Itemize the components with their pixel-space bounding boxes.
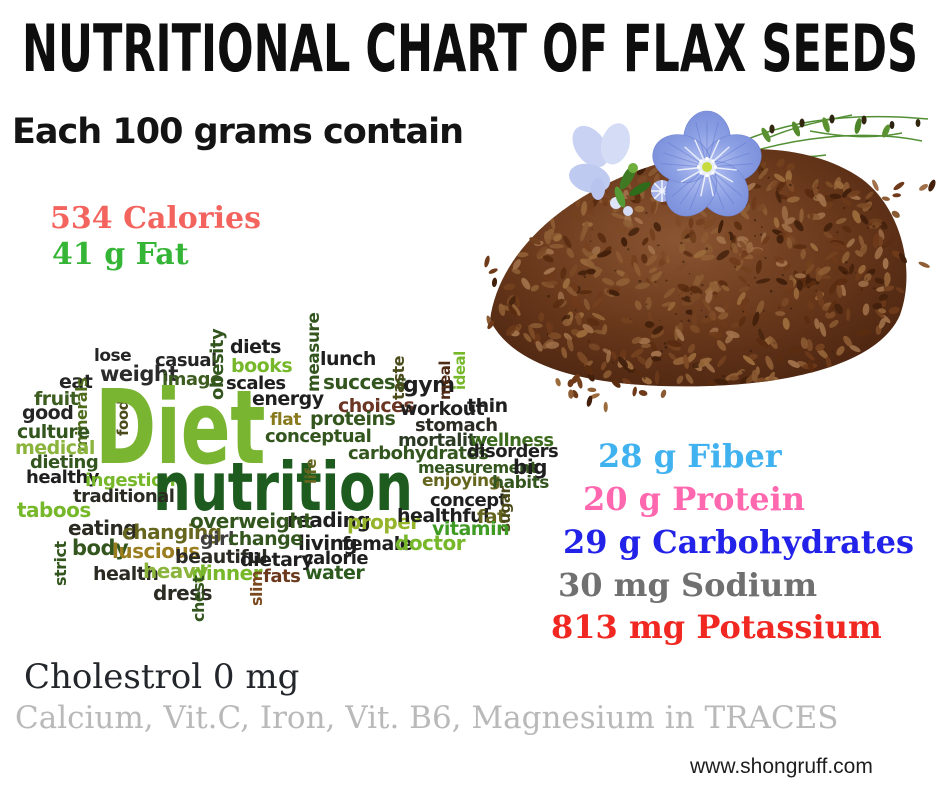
stat-potassium: 813 mg Potassium: [551, 608, 882, 646]
cloud-word: girl: [200, 528, 235, 550]
cloud-word: culture: [17, 421, 90, 443]
website-watermark: www.shongruff.com: [690, 755, 873, 778]
flax-leaves-and-pods: [761, 114, 921, 143]
cloud-word: change: [228, 528, 303, 550]
cloud-word: enjoying: [422, 471, 501, 491]
flax-seeds-photo: [484, 110, 936, 413]
cloud-word: healthful: [397, 505, 490, 527]
cloud-word: wellness: [470, 430, 554, 451]
stat-calories: 534 Calories: [50, 201, 261, 236]
cloud-word: workout: [400, 398, 485, 420]
stat-protein: 20 g Protein: [583, 480, 806, 518]
page-title: NUTRITIONAL CHART OF FLAX SEEDS: [22, 10, 918, 86]
cloud-word: diets: [230, 336, 281, 358]
cloud-word: concept: [430, 490, 507, 511]
cloud-word: living: [298, 531, 358, 555]
cloud-word: flat: [270, 410, 301, 430]
cloud-word: dress: [153, 581, 213, 605]
cloud-word: dietary: [240, 549, 314, 571]
cloud-word: energy: [252, 388, 324, 410]
cloud-word: eating: [68, 516, 138, 540]
cloud-word: reading: [287, 508, 371, 532]
cloud-word: eat: [59, 371, 93, 393]
stat-carbohydrates: 29 g Carbohydrates: [563, 523, 914, 561]
subtitle: Each 100 grams contain: [12, 112, 464, 152]
cloud-word: ideal: [451, 351, 469, 390]
cloud-word: fat: [477, 506, 506, 528]
cloud-word: image: [162, 369, 222, 390]
flax-flower-main: [652, 110, 762, 217]
cloud-word: beautiful: [175, 546, 268, 568]
cloud-word: weight: [100, 362, 178, 386]
cloud-word: ingestion: [85, 470, 176, 491]
cloud-word: success: [323, 370, 407, 394]
title-banner: NUTRITIONAL CHART OF FLAX SEEDS: [0, 6, 940, 90]
cloud-word: doctor: [395, 531, 466, 555]
cloud-word: chest: [189, 575, 208, 622]
cloud-word: casual: [155, 350, 217, 371]
flower-greens: [614, 163, 651, 208]
cloud-word: body: [72, 536, 129, 560]
cloud-word: habits: [492, 473, 549, 493]
cloud-word: Diet: [95, 369, 266, 488]
cloud-word: fats: [263, 566, 301, 587]
cloud-word: heavy: [143, 559, 208, 583]
cloud-word: luscious: [112, 539, 200, 563]
cloud-word: measure: [304, 312, 324, 392]
cloud-word: healthy: [26, 467, 100, 488]
cloud-word: female: [342, 533, 413, 555]
cloud-word: lose: [94, 346, 132, 366]
cloud-word: nutrition: [153, 449, 413, 527]
cloud-word: big: [513, 455, 548, 479]
cloud-word: mortality: [398, 430, 487, 451]
cloud-word: overweight: [190, 509, 313, 533]
cloud-word: medical: [15, 437, 95, 459]
scattered-seeds: [484, 179, 936, 413]
cloud-word: proteins: [310, 408, 396, 430]
cloud-word: health: [93, 563, 159, 585]
title-svg: NUTRITIONAL CHART OF FLAX SEEDS: [22, 10, 918, 86]
stat-fiber: 28 g Fiber: [598, 437, 782, 475]
stat-fat: 41 g Fat: [52, 237, 189, 272]
cloud-word: calorie: [303, 548, 369, 569]
cloud-word: water: [305, 562, 365, 584]
stat-cholesterol: Cholestrol 0 mg: [24, 657, 300, 697]
cloud-word: gym: [403, 373, 455, 398]
stat-sodium: 30 mg Sodium: [558, 566, 818, 604]
trace-minerals-line: Calcium, Vit.C, Iron, Vit. B6, Magnesium…: [15, 700, 839, 736]
cloud-word: thin: [467, 395, 508, 417]
cloud-word: proper: [347, 510, 420, 534]
cloud-word: vitamin: [432, 518, 510, 540]
cloud-word: fruit: [34, 388, 79, 410]
cloud-word: choices: [338, 395, 415, 417]
cloud-word: conceptual: [265, 426, 372, 447]
cloud-word: dieting: [30, 452, 99, 473]
cloud-word: taboos: [17, 498, 91, 522]
cloud-word: carbohydrates: [348, 443, 489, 464]
cloud-word: dinner: [192, 561, 263, 585]
flax-flower-secondary: [569, 123, 633, 216]
cloud-word: disorders: [467, 441, 559, 462]
cloud-word: books: [231, 355, 293, 377]
cloud-word: lunch: [320, 348, 376, 370]
cloud-word: scales: [226, 373, 286, 394]
diet-nutrition-word-cloud: lose weight casual image obesity diets books sc…: [12, 313, 564, 628]
cloud-word: measurement: [418, 458, 538, 477]
cloud-word: life: [302, 459, 320, 484]
cloud-word: strict: [51, 541, 70, 586]
cloud-word: changing: [122, 520, 222, 544]
cloud-word: good: [22, 402, 74, 424]
cloud-word: traditional: [73, 486, 175, 507]
cloud-word: stomach: [415, 415, 498, 436]
